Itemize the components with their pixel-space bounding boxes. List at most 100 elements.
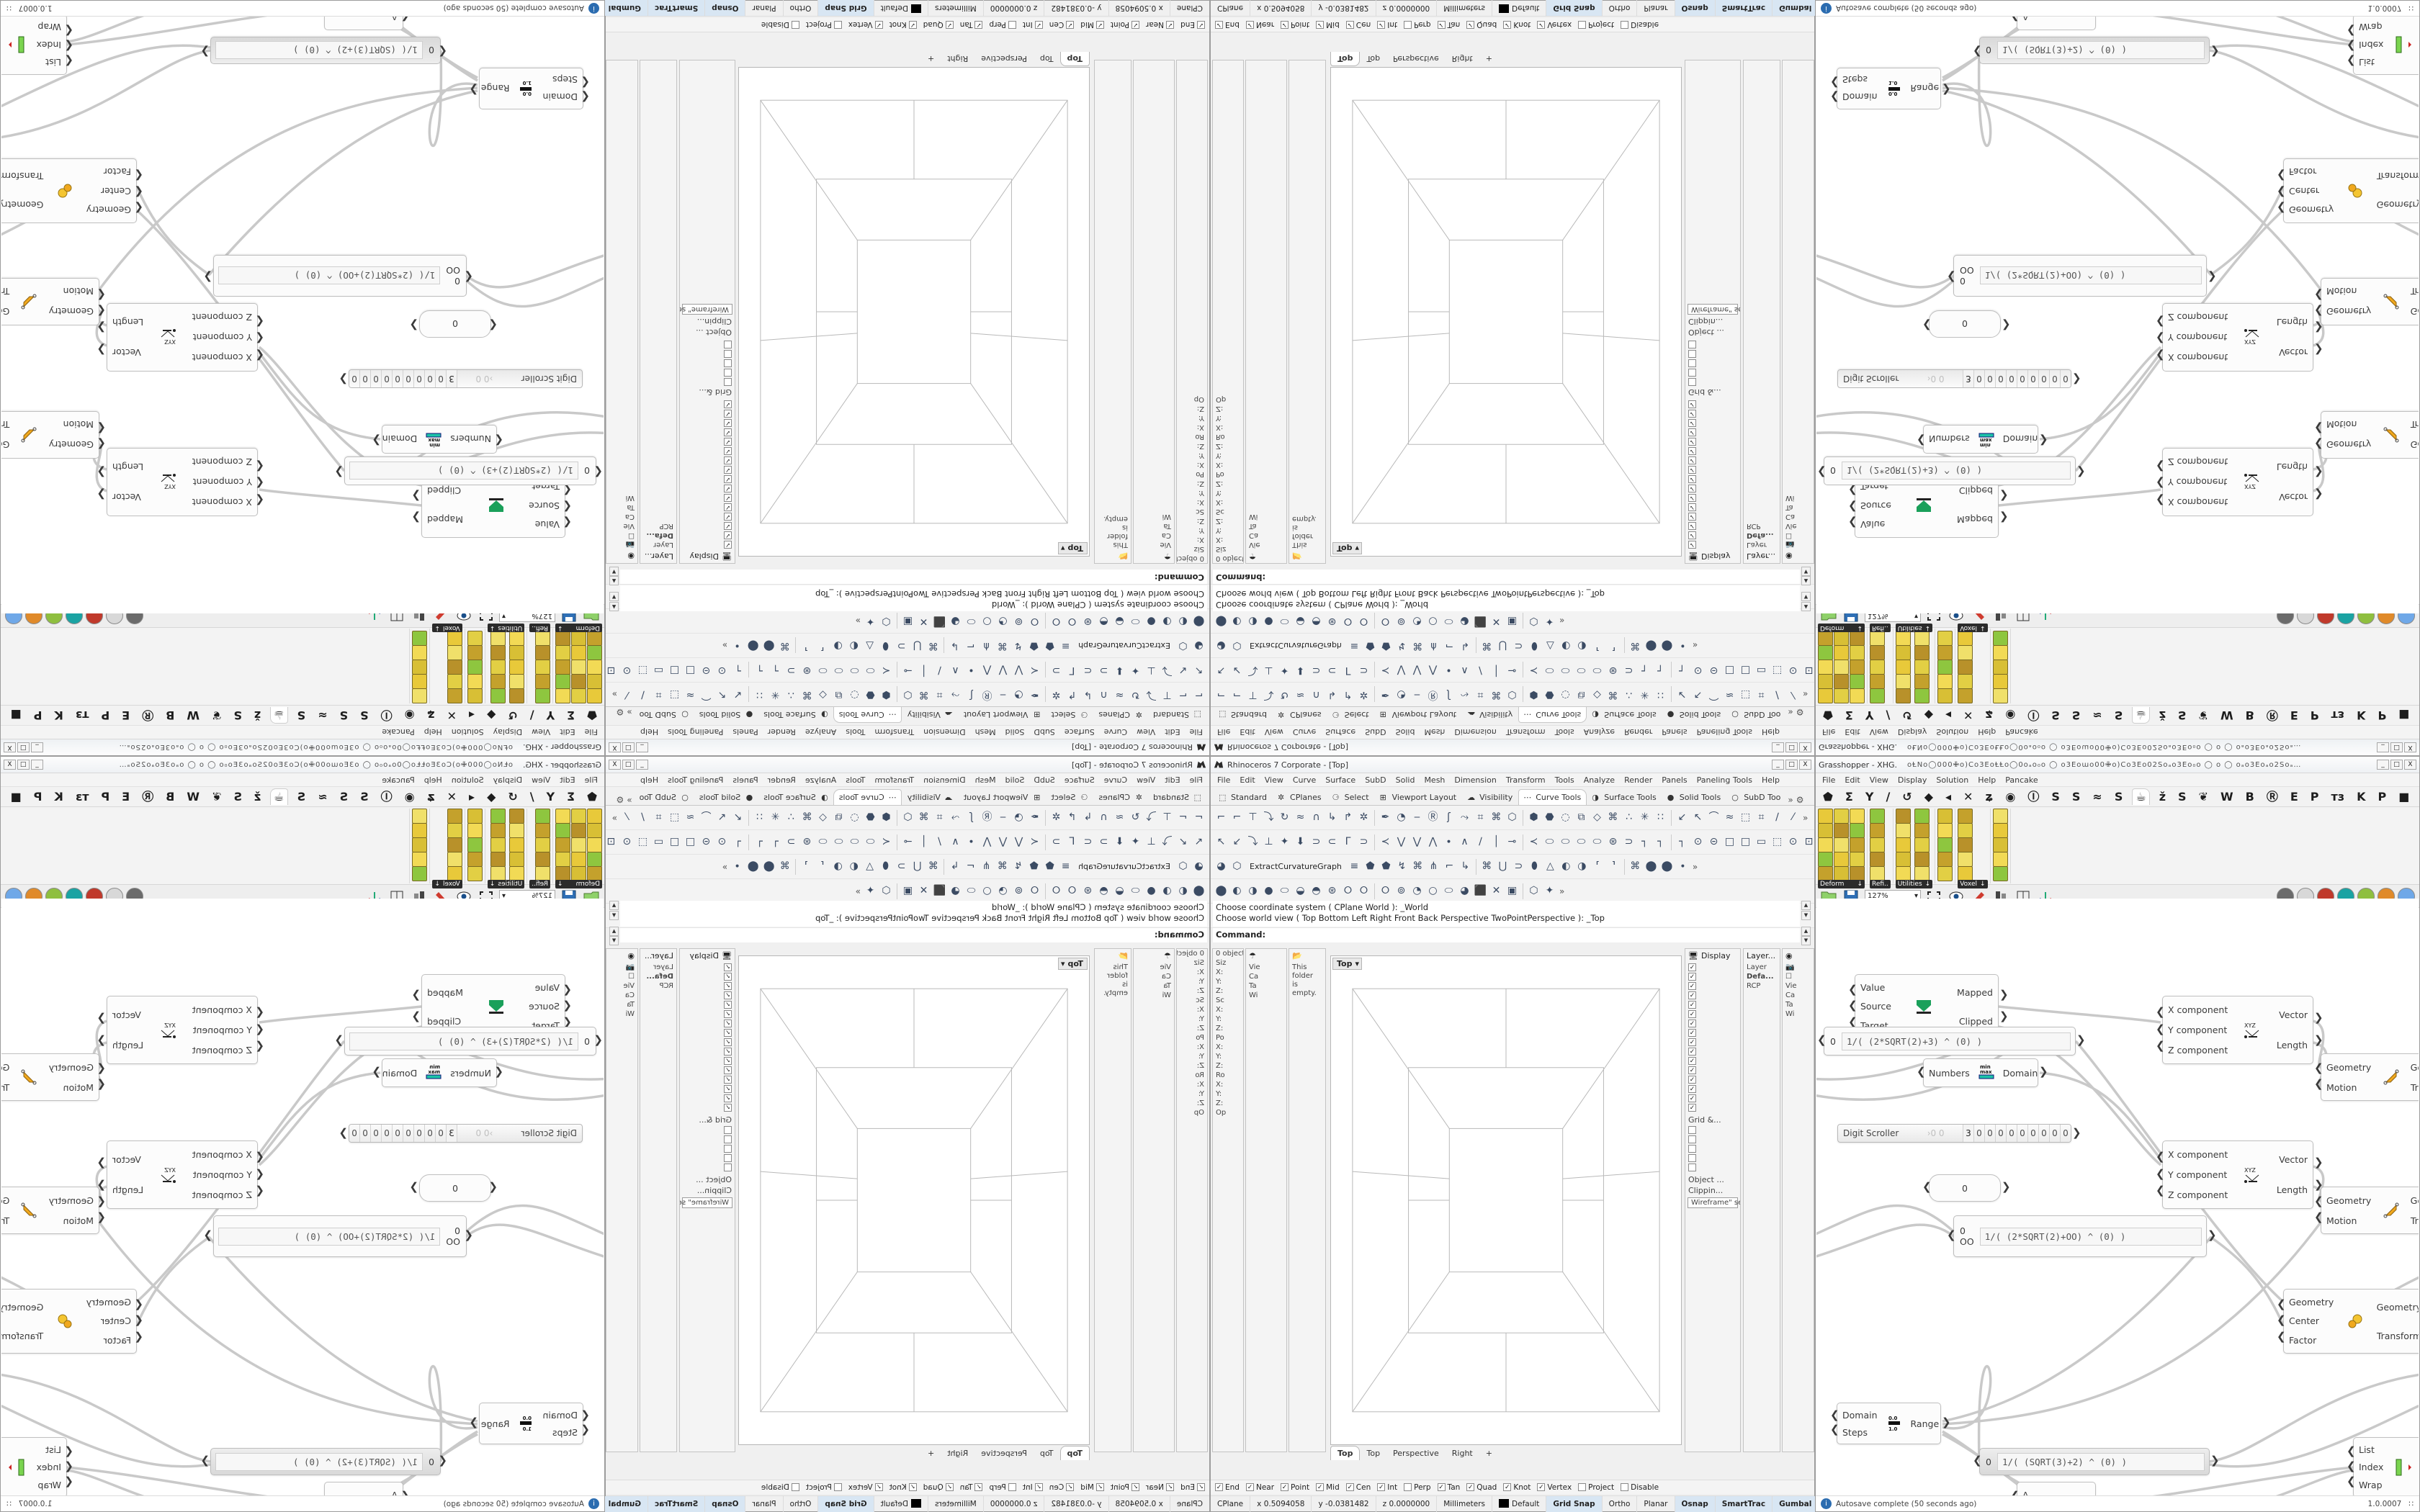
gh-node-input-port[interactable]: ❮ xyxy=(2314,1077,2323,1090)
gh-palette-group-label[interactable]: Deform ↓ xyxy=(555,624,602,632)
gh-node-input-port[interactable]: ❮ xyxy=(2347,1459,2356,1472)
rhino-tab-curve-tools[interactable]: ⋯ Curve Tools xyxy=(1518,707,1587,723)
rhino-tool-icon[interactable]: ⬡ xyxy=(882,885,891,896)
grid-option-row[interactable] xyxy=(680,359,735,368)
rhino-tool-icon[interactable]: ⌒ xyxy=(701,689,712,701)
close-button[interactable]: X xyxy=(609,742,621,752)
rhino-tool-icon[interactable]: △ xyxy=(1546,640,1554,652)
gh-node-move-2[interactable]: GeometryMotionGeometryTransform xyxy=(1,1187,99,1234)
gh-ribbon-tab-19[interactable]: W xyxy=(2220,708,2233,723)
rhino-tool-icon[interactable]: ⊂ xyxy=(1327,665,1337,676)
gh-node-multiply[interactable]: ABxResult xyxy=(324,16,403,30)
gh-component-icon[interactable] xyxy=(447,645,462,660)
rhino-tool-icon[interactable]: ⊃ xyxy=(1624,665,1634,676)
checkbox-checked-icon[interactable]: ✓ xyxy=(1688,1085,1696,1093)
rhino-layer-panel[interactable]: Layer... Layer Defa... RCP xyxy=(640,948,677,1452)
rhino-tool-icon[interactable]: ⊸ xyxy=(903,665,913,676)
rhino-tool-icon[interactable]: ┐ xyxy=(756,836,763,847)
gh-ribbon-tab-2[interactable]: Υ xyxy=(546,789,555,804)
osnap-perp[interactable]: Perp xyxy=(1404,21,1431,30)
resize-grip[interactable]: ∷ xyxy=(2408,4,2414,13)
grid-option-row[interactable] xyxy=(1685,368,1740,377)
checkbox-checked-icon[interactable]: ✓ xyxy=(1437,1483,1446,1491)
rhino-tool-icon[interactable]: ⌐ xyxy=(1178,811,1188,823)
gh-node-multiply[interactable]: ABxResult xyxy=(2017,16,2096,30)
rhino-tab-viewport-layout[interactable]: ⊞ Viewport Layout xyxy=(958,789,1046,805)
gh-palette-group-label[interactable]: Refi.. xyxy=(529,880,550,888)
rhino-tool-icon[interactable]: ⌘ xyxy=(779,860,790,872)
display-grid-group[interactable]: Grid &... xyxy=(1688,1115,1721,1125)
gh-ribbon-tab-19[interactable]: W xyxy=(187,789,200,804)
gh-number-output-port[interactable]: ❯ xyxy=(2002,319,2011,332)
gh-node-vector-xyz-1[interactable]: X component Y component Z component XYZ Vect… xyxy=(107,448,258,516)
rhino-menu-solid[interactable]: Solid xyxy=(1395,775,1415,785)
grid-option-row[interactable] xyxy=(680,349,735,359)
gh-component-icon[interactable] xyxy=(1850,852,1865,867)
gh-component-icon[interactable] xyxy=(1914,674,1930,689)
gh-expression-expr-3[interactable]: 0 1/( (SQRT(3)+2) ^ (0) ) xyxy=(1979,37,2210,64)
rhino-tool-icon[interactable]: ↳ xyxy=(950,860,959,872)
gh-component-icon[interactable] xyxy=(1914,809,1930,824)
checkbox-unchecked-icon[interactable] xyxy=(1008,1483,1016,1491)
rhino-tool-icon[interactable]: ⌐ xyxy=(1232,811,1242,823)
gh-node-input-port[interactable]: ❮ xyxy=(2277,202,2286,215)
rhino-tool-icon[interactable]: ⌐ xyxy=(1216,689,1226,701)
status-toggle-ortho[interactable]: Ortho xyxy=(1602,0,1638,17)
gh-node-input-port[interactable]: ❮ xyxy=(64,24,73,37)
rhino-tool-icon[interactable]: ⬭ xyxy=(866,665,875,676)
rhino-tool-icon[interactable]: ⋔ xyxy=(1429,640,1438,652)
properties-group-rotation[interactable]: Ro xyxy=(1195,433,1204,441)
display-option-row[interactable]: ✓ xyxy=(1685,484,1740,493)
gh-close-button[interactable]: X xyxy=(2404,760,2416,770)
checkbox-unchecked-icon[interactable] xyxy=(724,1135,732,1143)
rhino-menu-paneling-tools[interactable]: Paneling Tools xyxy=(668,775,724,785)
checkbox-unchecked-icon[interactable] xyxy=(1688,378,1696,386)
gh-scroller-digit[interactable]: 0 xyxy=(403,370,414,387)
checkbox-checked-icon[interactable]: ✓ xyxy=(1197,21,1205,29)
rhino-tool-icon[interactable]: ◑ xyxy=(1162,616,1172,627)
display-wireframe-value[interactable]: Wireframe" set xyxy=(1688,1197,1740,1208)
gh-component-icon[interactable] xyxy=(571,852,586,867)
gh-maximize-button[interactable]: □ xyxy=(17,742,30,752)
rhino-tool-icon[interactable]: ≈ xyxy=(686,689,695,701)
rhino-tool-icon[interactable]: ↯ xyxy=(1013,860,1023,872)
rhino-tool-icon[interactable]: ◔ xyxy=(998,616,1008,627)
status-toggle-grid-snap[interactable]: Grid Snap xyxy=(1546,1495,1603,1512)
rhino-tool-icon[interactable]: ⸣ xyxy=(1611,860,1616,872)
gh-menu-file[interactable]: File xyxy=(1822,727,1836,737)
gh-ribbon-tab-21[interactable]: Ⓡ xyxy=(2266,708,2278,723)
rhino-tool-icon[interactable]: ʃ xyxy=(969,811,973,823)
checkbox-checked-icon[interactable]: ✓ xyxy=(724,513,732,521)
rhino-tool-icon[interactable]: ↙ xyxy=(1232,665,1242,676)
gh-ribbon-tab-9[interactable]: ◉ xyxy=(404,708,415,723)
viewport-tab-top[interactable]: Top xyxy=(1330,52,1361,66)
rhino-tool-icon[interactable]: ⋀ xyxy=(1428,665,1438,676)
rhino-tool-icon[interactable]: ∩ xyxy=(1312,811,1320,823)
rhino-toolbar-overflow[interactable]: » xyxy=(722,861,728,872)
gh-ribbon-tab-21[interactable]: Ⓡ xyxy=(2266,789,2278,804)
gh-scroller-digit[interactable]: 0 xyxy=(2006,1125,2017,1142)
rhino-menu-curve[interactable]: Curve xyxy=(1292,775,1317,785)
gh-node-output-port[interactable]: ❯ xyxy=(97,320,106,334)
properties-group-scale[interactable]: Sc xyxy=(1196,508,1204,516)
gh-ribbon-tab-10[interactable]: Ⓘ xyxy=(380,789,393,804)
rhino-tool-icon[interactable]: ∙ xyxy=(968,665,974,676)
gh-scroller-digit[interactable]: 0 xyxy=(425,1125,436,1142)
gh-ribbon-tab-3[interactable]: ∕ xyxy=(1886,789,1891,804)
gh-palette-group-label[interactable]: Utilities ↓ xyxy=(487,880,525,888)
gh-component-icon[interactable] xyxy=(412,688,428,703)
rhino-tool-icon[interactable]: ▭ xyxy=(653,836,664,847)
gh-component-icon[interactable] xyxy=(1870,631,1885,646)
viewport-title[interactable]: Top ▾ xyxy=(1057,542,1088,554)
viewport-tab-top[interactable]: Top xyxy=(1366,1449,1381,1458)
gh-component-icon[interactable] xyxy=(1914,688,1930,703)
rhino-tool-icon[interactable]: ≺ xyxy=(1381,665,1390,676)
rhino-tool-icon[interactable]: │ xyxy=(1493,836,1500,847)
gh-scroller-digit[interactable]: 0 xyxy=(349,370,360,387)
rhino-tool-icon[interactable]: ⊤ xyxy=(1162,689,1172,701)
rhino-menu-transform[interactable]: Transform xyxy=(874,775,915,785)
checkbox-unchecked-icon[interactable] xyxy=(1688,350,1696,358)
gh-ribbon-tab-23[interactable]: P xyxy=(2310,708,2319,723)
gh-component-icon[interactable] xyxy=(1958,631,1973,646)
